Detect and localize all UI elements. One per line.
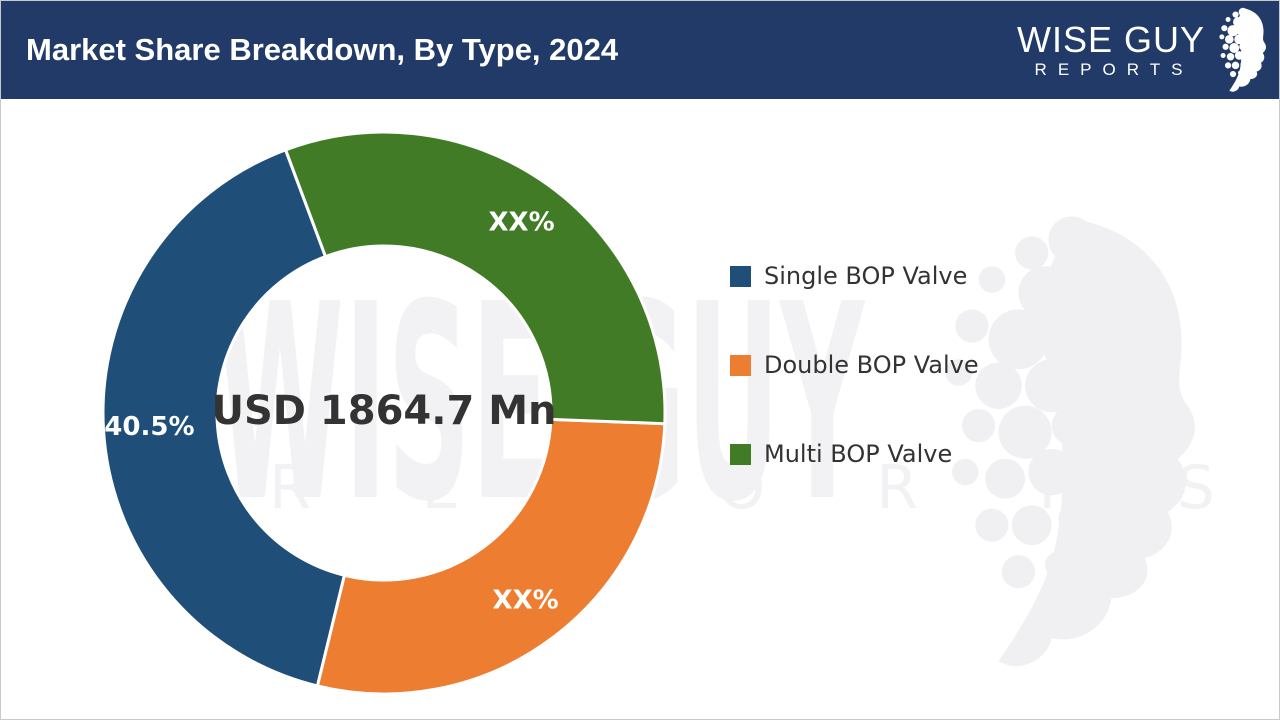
slice-label-1: XX% xyxy=(493,586,559,616)
legend-label: Double BOP Valve xyxy=(764,351,979,379)
slice-label-0: 40.5% xyxy=(104,412,194,442)
donut-center-label: USD 1864.7 Mn xyxy=(212,388,557,434)
brand-logo: WISE GUY REPORTS xyxy=(1017,1,1269,99)
donut-segment-2 xyxy=(284,130,667,426)
legend-item: Multi BOP Valve xyxy=(730,442,979,466)
legend-item: Single BOP Valve xyxy=(730,264,979,288)
legend-item: Double BOP Valve xyxy=(730,353,979,377)
brand-logo-subtitle: REPORTS xyxy=(1034,59,1194,79)
slice-label-2: XX% xyxy=(489,207,555,237)
legend-swatch xyxy=(730,354,751,376)
legend-swatch xyxy=(730,265,751,287)
header-bar: Market Share Breakdown, By Type, 2024 WI… xyxy=(1,1,1279,99)
donut-segment-0 xyxy=(101,148,346,688)
legend-swatch xyxy=(730,443,751,465)
donut-segments xyxy=(101,130,667,696)
legend-label: Multi BOP Valve xyxy=(764,440,953,468)
page-title: Market Share Breakdown, By Type, 2024 xyxy=(26,32,619,67)
donut-chart: 40.5% XX% XX% USD 1864.7 Mn xyxy=(101,130,667,696)
donut-segment-1 xyxy=(315,417,667,696)
brand-face-icon xyxy=(1219,7,1266,92)
brand-logo-name: WISE GUY xyxy=(1016,18,1205,60)
donut-slice-labels: 40.5% XX% XX% xyxy=(104,207,558,615)
legend-label: Single BOP Valve xyxy=(764,262,968,290)
chart-legend: Single BOP Valve Double BOP Valve Multi … xyxy=(730,264,979,466)
